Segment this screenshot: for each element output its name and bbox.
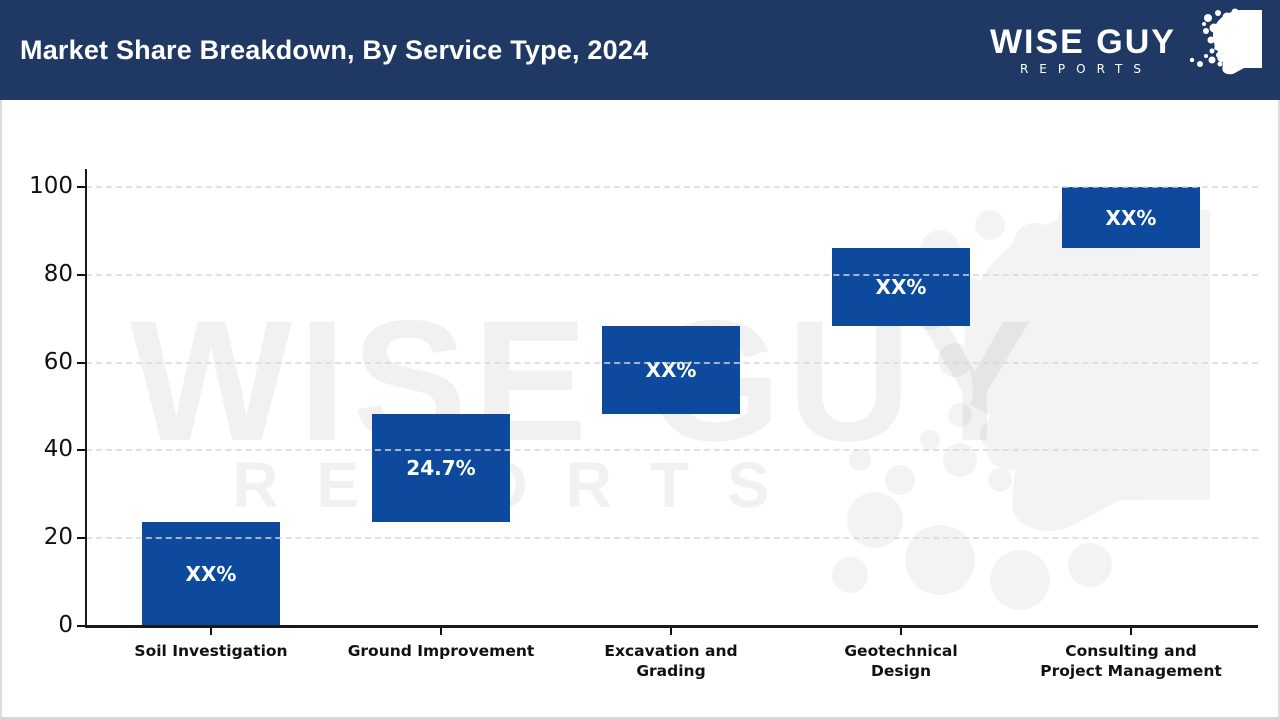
logo-face-icon bbox=[1178, 4, 1266, 96]
gridline-80 bbox=[86, 273, 1258, 276]
bar-2: 24.7% bbox=[372, 413, 510, 522]
category-label-line: Excavation and bbox=[604, 642, 738, 660]
x-tick-5 bbox=[1130, 626, 1132, 635]
y-tick-80 bbox=[77, 273, 86, 276]
gridline-40 bbox=[86, 449, 1258, 452]
page-title: Market Share Breakdown, By Service Type,… bbox=[20, 34, 649, 65]
logo-wordmark: WISE GUY bbox=[989, 23, 1176, 61]
x-tick-1 bbox=[210, 626, 212, 635]
bar-label-1: XX% bbox=[185, 561, 237, 586]
y-tick-20 bbox=[77, 537, 86, 540]
x-tick-4 bbox=[900, 626, 902, 635]
category-label-line: Geotechnical bbox=[844, 642, 958, 660]
y-tick-label-100: 100 bbox=[29, 173, 73, 199]
logo-text: WISE GUY REPORTS bbox=[990, 25, 1176, 75]
watermark-subtitle: REPORTS bbox=[232, 449, 808, 521]
x-axis bbox=[85, 625, 1258, 628]
category-label-line: Soil Investigation bbox=[134, 642, 288, 660]
category-label-line: Design bbox=[870, 662, 932, 680]
category-label-3: Excavation and Grading bbox=[546, 641, 796, 681]
category-label-4: Geotechnical Design bbox=[776, 641, 1026, 681]
gridline-20 bbox=[86, 537, 1258, 540]
y-tick-label-80: 80 bbox=[43, 260, 73, 287]
header: Market Share Breakdown, By Service Type,… bbox=[0, 0, 1280, 100]
category-label-1: Soil Investigation bbox=[86, 641, 336, 661]
y-tick-60 bbox=[77, 361, 86, 364]
y-tick-0 bbox=[77, 625, 86, 627]
category-label-line: Consulting and bbox=[1065, 642, 1197, 660]
bar-label-4: XX% bbox=[875, 275, 927, 300]
bar-label-2: 24.7% bbox=[406, 455, 476, 480]
category-label-5: Consulting and Project Management bbox=[1006, 641, 1256, 681]
x-tick-2 bbox=[440, 626, 442, 635]
bar-4: XX% bbox=[832, 248, 970, 327]
bar-1: XX% bbox=[142, 521, 280, 626]
gridline-100 bbox=[86, 186, 1258, 188]
logo-subtitle: REPORTS bbox=[1019, 62, 1152, 76]
y-tick-label-20: 20 bbox=[43, 524, 73, 551]
y-tick-40 bbox=[77, 449, 86, 452]
category-label-2: Ground Improvement bbox=[316, 641, 566, 661]
x-tick-3 bbox=[670, 626, 672, 635]
bar-3: XX% bbox=[602, 326, 740, 414]
y-tick-100 bbox=[77, 186, 86, 188]
bar-5: XX% bbox=[1062, 187, 1200, 249]
y-tick-label-40: 40 bbox=[43, 436, 73, 463]
gridline-60 bbox=[86, 361, 1258, 364]
wise-guy-logo: WISE GUY REPORTS bbox=[990, 4, 1266, 96]
category-label-line: Grading bbox=[636, 662, 706, 680]
y-tick-label-60: 60 bbox=[43, 348, 73, 375]
category-label-line: Project Management bbox=[1040, 662, 1222, 680]
category-label-line: Ground Improvement bbox=[347, 642, 535, 660]
y-axis bbox=[85, 169, 87, 627]
y-tick-label-0: 0 bbox=[58, 612, 73, 638]
bar-label-5: XX% bbox=[1105, 205, 1157, 230]
